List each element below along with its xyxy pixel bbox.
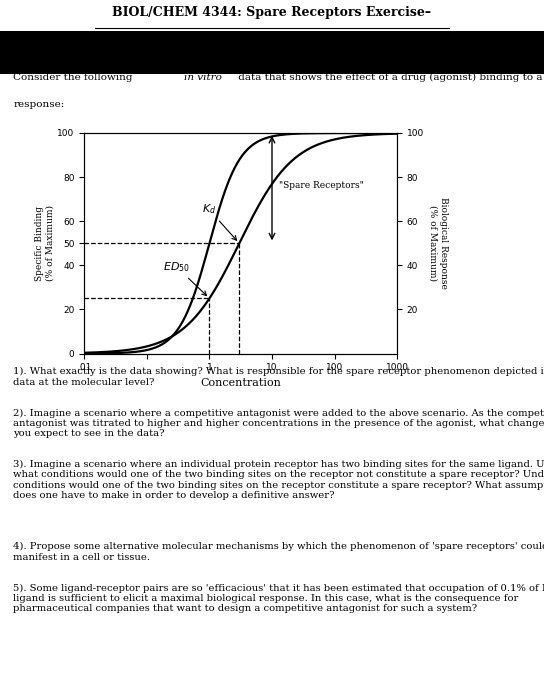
Text: BIOL/CHEM 4344: Spare Receptors Exercise–: BIOL/CHEM 4344: Spare Receptors Exercise… xyxy=(113,6,431,19)
Text: your grade for the: your grade for the xyxy=(424,60,513,70)
Text: 5). Some ligand-receptor pairs are so 'efficacious' that it has been estimated t: 5). Some ligand-receptor pairs are so 'e… xyxy=(14,583,544,613)
Bar xyxy=(0,31,544,74)
Text: data that shows the effect of a drug (agonist) binding to a receptor to elicit a: data that shows the effect of a drug (ag… xyxy=(236,73,544,82)
Y-axis label: Specific Binding
(% of Maximum): Specific Binding (% of Maximum) xyxy=(35,205,54,281)
Text: 1). What exactly is the data showing? What is responsible for the spare receptor: 1). What exactly is the data showing? Wh… xyxy=(14,368,544,387)
Y-axis label: Biological Response
(% of Maximum): Biological Response (% of Maximum) xyxy=(428,197,448,289)
X-axis label: Concentration: Concentration xyxy=(200,378,281,388)
Text: the: the xyxy=(11,37,27,47)
Text: 2). Imagine a scenario where a competitive antagonist were added to the above sc: 2). Imagine a scenario where a competiti… xyxy=(14,408,544,438)
Text: answ: answ xyxy=(11,60,36,70)
Text: "Spare Receptors": "Spare Receptors" xyxy=(279,181,364,190)
Text: in vitro: in vitro xyxy=(184,73,222,82)
Text: 4). Propose some alternative molecular mechanisms by which the phenomenon of 'sp: 4). Propose some alternative molecular m… xyxy=(14,542,544,561)
Text: 3). Imagine a scenario where an individual protein receptor has two binding site: 3). Imagine a scenario where an individu… xyxy=(14,460,544,500)
Text: response:: response: xyxy=(14,101,65,109)
Text: Consider the following: Consider the following xyxy=(14,73,136,82)
Text: $ED_{50}$: $ED_{50}$ xyxy=(163,260,207,295)
Text: $K_d$: $K_d$ xyxy=(202,202,237,240)
